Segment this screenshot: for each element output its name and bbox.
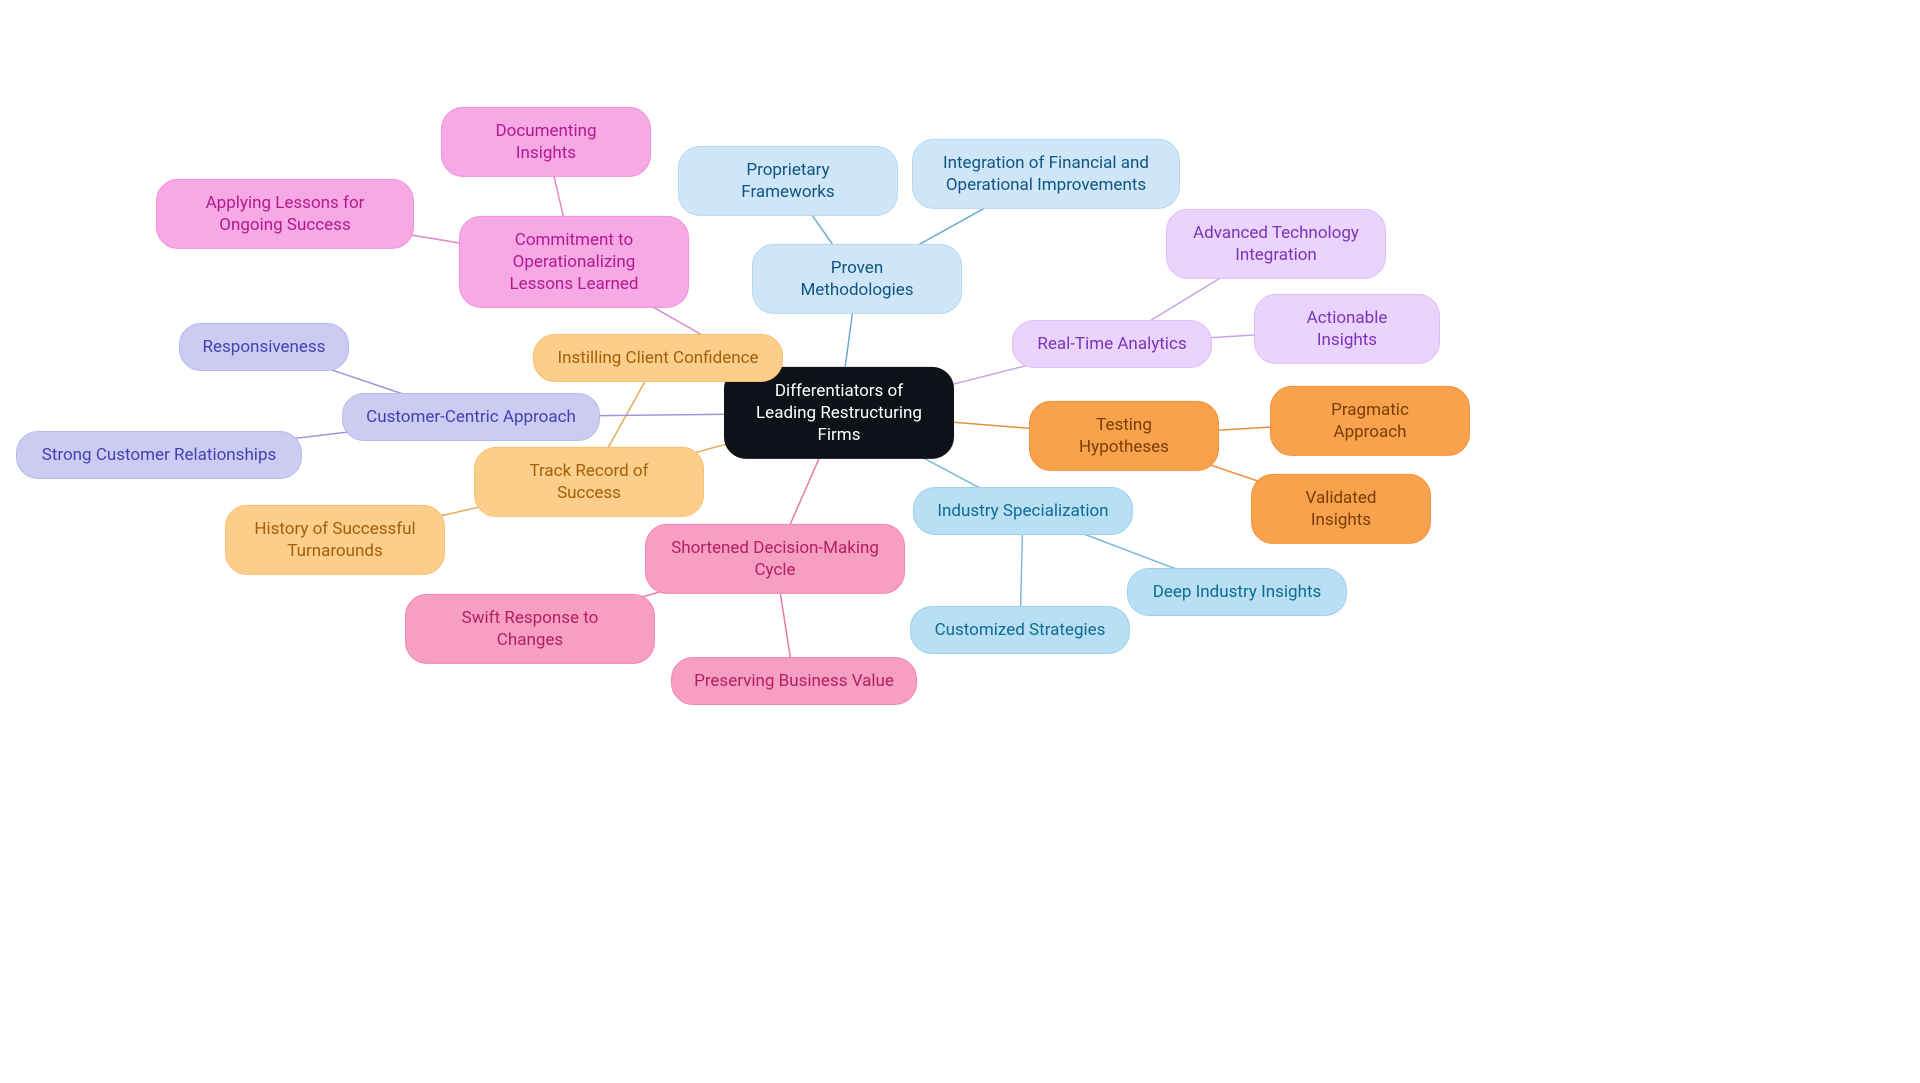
- node-preserve: Preserving Business Value: [671, 657, 917, 705]
- node-advtech: Advanced Technology Integration: [1166, 209, 1386, 279]
- node-realtime: Real-Time Analytics: [1012, 320, 1212, 368]
- node-track: Track Record of Success: [474, 447, 704, 517]
- node-integration: Integration of Financial and Operational…: [912, 139, 1180, 209]
- node-actionable: Actionable Insights: [1254, 294, 1440, 364]
- mindmap-canvas: Differentiators of Leading Restructuring…: [0, 0, 1920, 1083]
- node-commit: Commitment to Operationalizing Lessons L…: [459, 216, 689, 308]
- node-frameworks: Proprietary Frameworks: [678, 146, 898, 216]
- node-shortcycle: Shortened Decision-Making Cycle: [645, 524, 905, 594]
- node-proven: Proven Methodologies: [752, 244, 962, 314]
- node-strongrel: Strong Customer Relationships: [16, 431, 302, 479]
- node-document: Documenting Insights: [441, 107, 651, 177]
- node-validated: Validated Insights: [1251, 474, 1431, 544]
- node-swift: Swift Response to Changes: [405, 594, 655, 664]
- node-confidence: Instilling Client Confidence: [533, 334, 783, 382]
- node-pragmatic: Pragmatic Approach: [1270, 386, 1470, 456]
- node-applying: Applying Lessons for Ongoing Success: [156, 179, 414, 249]
- node-history: History of Successful Turnarounds: [225, 505, 445, 575]
- node-custapp: Customer-Centric Approach: [342, 393, 600, 441]
- node-testhyp: Testing Hypotheses: [1029, 401, 1219, 471]
- node-responsive: Responsiveness: [179, 323, 349, 371]
- node-customstrat: Customized Strategies: [910, 606, 1130, 654]
- node-deepind: Deep Industry Insights: [1127, 568, 1347, 616]
- node-industry: Industry Specialization: [913, 487, 1133, 535]
